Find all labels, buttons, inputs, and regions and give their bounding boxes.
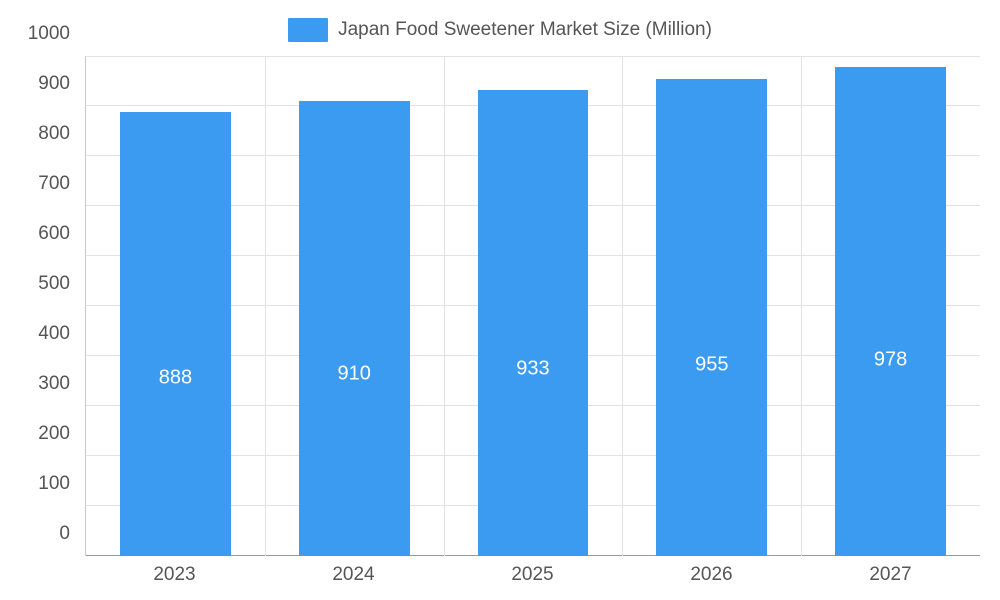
bar-slot-2027: 978 [801, 56, 980, 556]
y-tick-200: 200 [20, 423, 70, 445]
y-tick-500: 500 [20, 273, 70, 295]
grid-and-bars: 888 910 933 955 [85, 56, 980, 556]
chart-container: Japan Food Sweetener Market Size (Millio… [0, 0, 1000, 600]
bar-2024[interactable]: 910 [299, 101, 410, 556]
x-label-2024: 2024 [264, 564, 443, 586]
y-tick-600: 600 [20, 223, 70, 245]
y-tick-700: 700 [20, 173, 70, 195]
legend-swatch-icon [288, 18, 328, 42]
bar-value-2024: 910 [338, 363, 371, 386]
legend: Japan Food Sweetener Market Size (Millio… [288, 18, 712, 42]
y-tick-1000: 1000 [20, 23, 70, 45]
y-tick-100: 100 [20, 473, 70, 495]
bar-value-2023: 888 [159, 367, 192, 390]
x-label-2027: 2027 [801, 564, 980, 586]
bar-2027[interactable]: 978 [835, 67, 946, 556]
bar-2025[interactable]: 933 [478, 90, 589, 557]
x-axis-labels: 2023 2024 2025 2026 2027 [85, 564, 980, 586]
bar-slot-2023: 888 [86, 56, 265, 556]
bar-value-2025: 933 [516, 358, 549, 381]
bar-2023[interactable]: 888 [120, 112, 231, 556]
x-label-2023: 2023 [85, 564, 264, 586]
bar-slot-2024: 910 [265, 56, 444, 556]
y-tick-400: 400 [20, 323, 70, 345]
y-tick-800: 800 [20, 123, 70, 145]
x-label-2025: 2025 [443, 564, 622, 586]
legend-label: Japan Food Sweetener Market Size (Millio… [338, 19, 712, 41]
bar-slot-2026: 955 [622, 56, 801, 556]
bar-2026[interactable]: 955 [656, 79, 767, 557]
y-tick-0: 0 [20, 523, 70, 545]
bar-value-2027: 978 [874, 349, 907, 372]
plot-area: 0 100 200 300 400 500 600 700 800 900 10… [20, 56, 980, 576]
x-label-2026: 2026 [622, 564, 801, 586]
y-tick-900: 900 [20, 73, 70, 95]
bars-row: 888 910 933 955 [86, 56, 980, 556]
bar-slot-2025: 933 [444, 56, 623, 556]
y-axis: 0 100 200 300 400 500 600 700 800 900 10… [20, 56, 80, 556]
bar-value-2026: 955 [695, 354, 728, 377]
y-tick-300: 300 [20, 373, 70, 395]
